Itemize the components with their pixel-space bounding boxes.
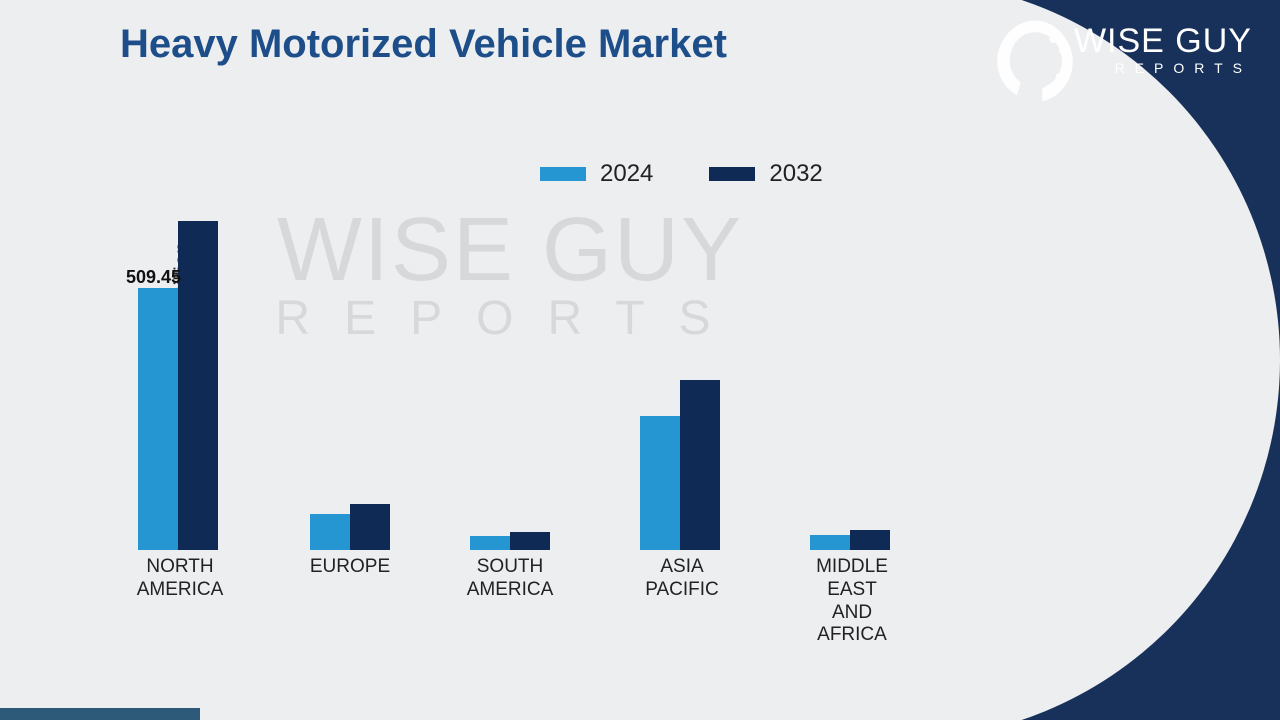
x-tick-label: ASIAPACIFIC <box>627 556 737 602</box>
brand-line1: WISE GUY <box>1074 24 1252 58</box>
bar-group <box>640 380 720 550</box>
legend-label: 2032 <box>769 160 822 188</box>
bar-group <box>810 530 890 550</box>
legend-item: 2032 <box>709 160 822 188</box>
bar <box>850 530 890 550</box>
bar <box>350 504 390 550</box>
bar <box>640 416 680 550</box>
chart-card: WISE GUY REPORTS Heavy Motorized Vehicle… <box>0 0 1280 720</box>
bar-group <box>310 504 390 550</box>
x-tick-label: SOUTHAMERICA <box>450 556 570 602</box>
legend: 2024 2032 <box>540 160 823 188</box>
bar <box>178 221 218 550</box>
bar <box>510 532 550 551</box>
legend-label: 2024 <box>600 160 653 188</box>
brand-panel: WISE GUY REPORTS <box>960 0 1280 720</box>
bar <box>310 514 350 550</box>
bottom-accent <box>0 708 200 720</box>
legend-swatch <box>709 167 755 181</box>
bar <box>680 380 720 550</box>
bar-group <box>470 532 550 551</box>
bar <box>138 288 178 550</box>
legend-swatch <box>540 167 586 181</box>
brand-line2: REPORTS <box>1074 60 1252 76</box>
legend-item: 2024 <box>540 160 653 188</box>
plot-area: 509.45 <box>110 190 960 550</box>
chart-title: Heavy Motorized Vehicle Market <box>120 22 727 67</box>
x-tick-label: NORTHAMERICA <box>120 556 240 602</box>
brand-head-icon <box>990 16 1080 106</box>
x-tick-label: EUROPE <box>300 556 400 579</box>
bar-value-label: 509.45 <box>126 267 181 288</box>
brand-text: WISE GUY REPORTS <box>1074 24 1252 76</box>
bar <box>470 536 510 550</box>
x-axis-labels: NORTHAMERICA EUROPE SOUTHAMERICA ASIAPACIFI… <box>110 556 960 676</box>
x-tick-label: MIDDLEEASTANDAFRICA <box>792 556 912 647</box>
bar <box>810 535 850 550</box>
